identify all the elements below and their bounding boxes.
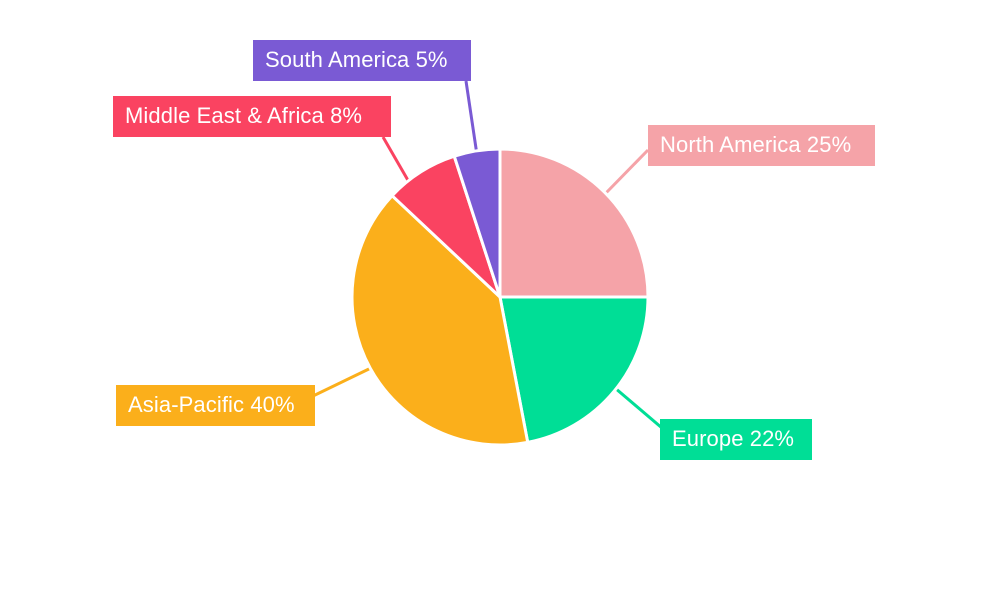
pie-slice-label[interactable]: South America 5% [253, 40, 471, 81]
pie-slice[interactable] [452, 147, 502, 299]
pie-slice-label[interactable]: North America 25% [648, 125, 875, 166]
pie-slice-label[interactable]: Middle East & Africa 8% [113, 96, 391, 137]
pie-leader-line [312, 365, 374, 398]
pie-slice[interactable] [350, 194, 530, 447]
pie-slice[interactable] [498, 295, 650, 444]
pie-leader-line [614, 386, 663, 430]
pie-leader-line [464, 80, 479, 156]
pie-slice-group [350, 147, 650, 447]
pie-slice[interactable] [498, 147, 650, 299]
pie-slice-label[interactable]: Asia-Pacific 40% [116, 385, 315, 426]
pie-leader-line [603, 148, 650, 196]
pie-slice-label[interactable]: Europe 22% [660, 419, 812, 460]
